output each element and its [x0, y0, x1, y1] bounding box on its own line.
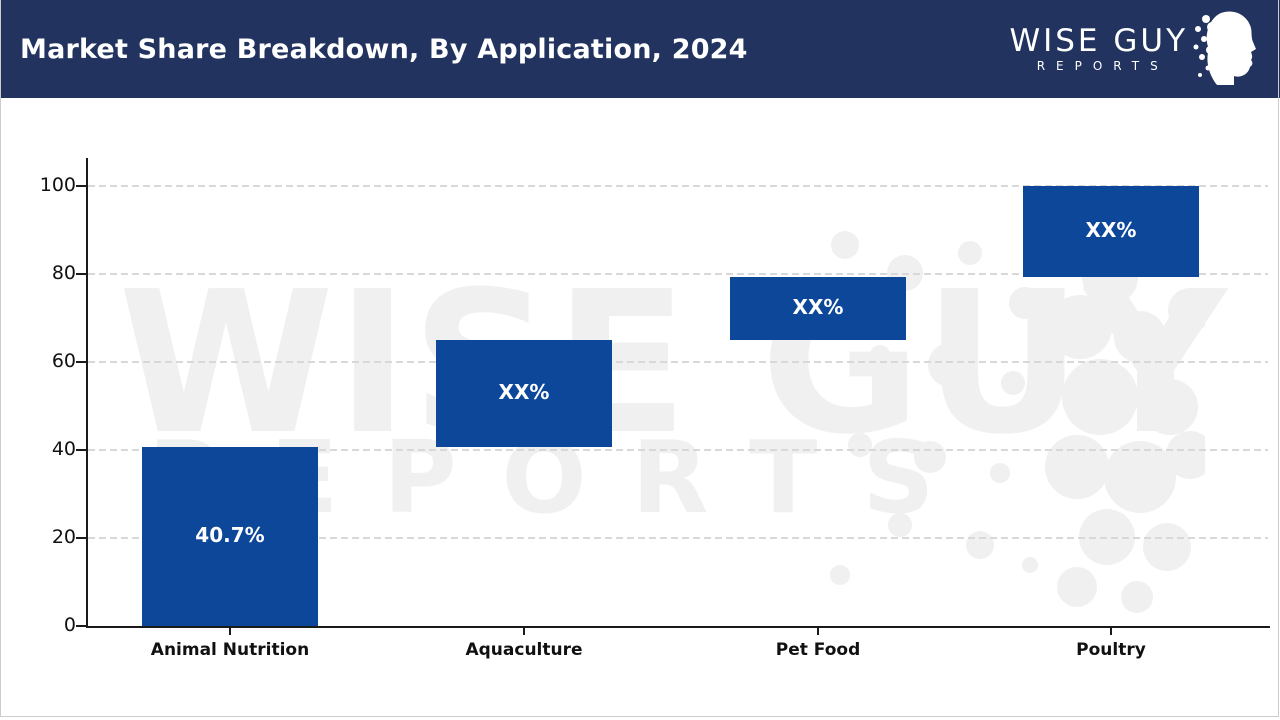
y-tick-label: 100	[39, 174, 76, 196]
y-tick-label: 20	[51, 526, 76, 548]
page-border-bottom	[0, 716, 1279, 717]
logo-subtitle: REPORTS	[1036, 58, 1169, 73]
x-tick-mark	[1110, 628, 1112, 635]
bar-value-label-poultry: XX%	[1085, 218, 1137, 243]
y-tick-mark	[76, 273, 86, 275]
gridline-20	[88, 537, 1268, 539]
gridline-100	[88, 185, 1268, 187]
x-axis-line	[86, 626, 1270, 628]
y-tick-mark	[76, 449, 86, 451]
watermark-wordmark: WISE GUY	[118, 250, 1229, 478]
bar-pet-food	[730, 276, 906, 340]
gridline-80	[88, 273, 1268, 275]
x-tick-label-aquaculture: Aquaculture	[465, 640, 583, 660]
bar-poultry	[1023, 186, 1199, 277]
y-tick-mark	[76, 361, 86, 363]
y-tick-mark	[76, 185, 86, 187]
x-tick-label-poultry: Poultry	[1076, 640, 1146, 660]
logo-text: WISE GUY REPORTS	[1009, 25, 1188, 73]
x-tick-label-pet-food: Pet Food	[775, 640, 861, 660]
x-tick-mark	[523, 628, 525, 635]
y-tick-label: 80	[51, 262, 76, 284]
bar-aquaculture	[436, 340, 612, 447]
x-tick-label-animal-nutrition: Animal Nutrition	[150, 640, 310, 660]
bar-value-label-pet-food: XX%	[792, 295, 844, 320]
x-tick-mark	[229, 628, 231, 635]
head-profile-dots-icon	[1190, 9, 1258, 89]
y-tick-mark	[76, 537, 86, 539]
bar-value-label-aquaculture: XX%	[498, 380, 550, 405]
y-tick-label: 60	[51, 350, 76, 372]
gridline-60	[88, 361, 1268, 363]
y-tick-mark	[76, 625, 86, 627]
page-border-right	[1278, 0, 1279, 717]
y-axis-line	[86, 158, 88, 628]
logo-wordmark: WISE GUY	[1009, 23, 1188, 60]
bar-animal-nutrition	[142, 446, 318, 626]
watermark-dots-icon	[775, 215, 1214, 619]
wise-guy-reports-logo: WISE GUY REPORTS	[1009, 9, 1258, 89]
page-title: Market Share Breakdown, By Application, …	[20, 33, 748, 65]
header-banner: Market Share Breakdown, By Application, …	[0, 0, 1280, 98]
gridline-40	[88, 449, 1268, 451]
y-tick-label: 0	[63, 614, 76, 636]
x-tick-mark	[817, 628, 819, 635]
bar-value-label-animal-nutrition: 40.7%	[195, 523, 265, 548]
page-border-left	[0, 0, 1, 717]
y-tick-label: 40	[51, 438, 76, 460]
